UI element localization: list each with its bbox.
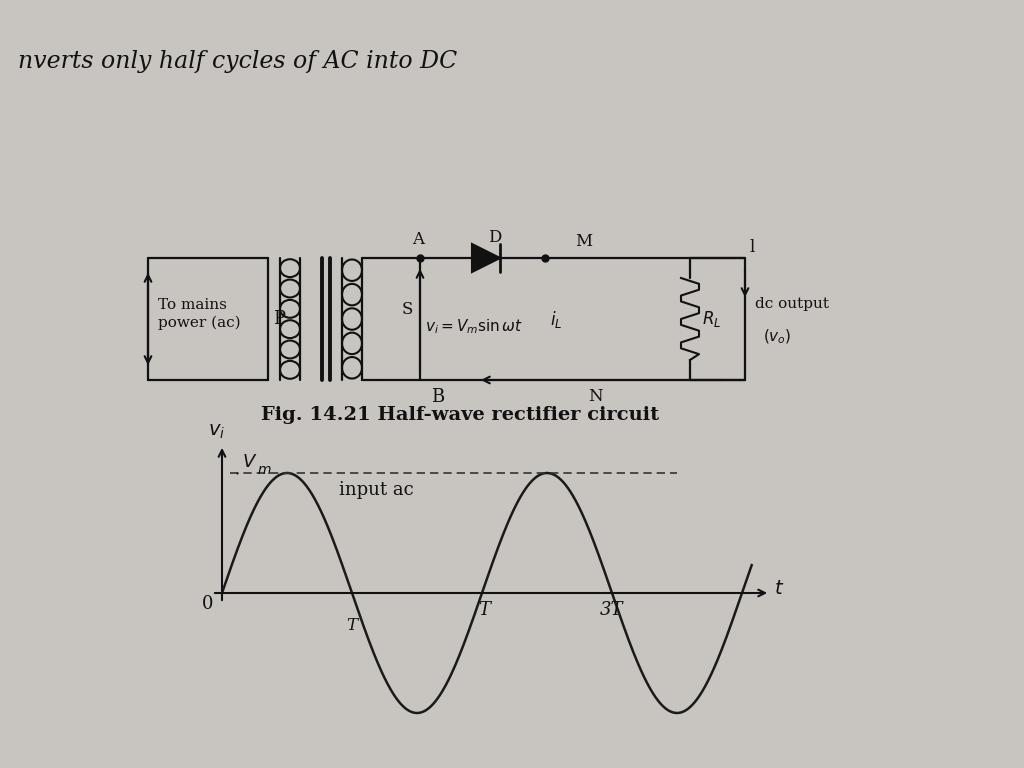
Text: N: N xyxy=(588,388,602,405)
Text: A: A xyxy=(412,231,424,248)
Text: input ac: input ac xyxy=(339,481,414,499)
Text: l: l xyxy=(750,239,756,256)
Text: B: B xyxy=(431,388,444,406)
Text: M: M xyxy=(575,233,592,250)
Polygon shape xyxy=(472,244,500,272)
Text: $(v_o)$: $(v_o)$ xyxy=(763,328,792,346)
Text: To mains
power (ac): To mains power (ac) xyxy=(158,297,241,330)
Text: $i_L$: $i_L$ xyxy=(550,309,562,329)
Text: 0: 0 xyxy=(203,595,214,613)
Text: 3T: 3T xyxy=(600,601,624,619)
Text: Fig. 14.21 Half-wave rectifier circuit: Fig. 14.21 Half-wave rectifier circuit xyxy=(261,406,659,424)
Text: P: P xyxy=(273,310,285,328)
Text: $R_L$: $R_L$ xyxy=(702,309,721,329)
Text: dc output: dc output xyxy=(755,297,829,311)
Text: T: T xyxy=(346,617,357,634)
Text: T: T xyxy=(478,601,490,619)
Text: $v_i$: $v_i$ xyxy=(208,422,225,441)
Text: $m$: $m$ xyxy=(257,463,271,477)
Text: D: D xyxy=(488,229,502,246)
Text: $V$: $V$ xyxy=(242,453,257,471)
Text: nverts only half cycles of AC into DC: nverts only half cycles of AC into DC xyxy=(18,50,458,73)
Text: $v_i = V_m \sin \omega t$: $v_i = V_m \sin \omega t$ xyxy=(425,318,523,336)
Text: S: S xyxy=(402,300,414,317)
Text: $t$: $t$ xyxy=(774,580,784,598)
